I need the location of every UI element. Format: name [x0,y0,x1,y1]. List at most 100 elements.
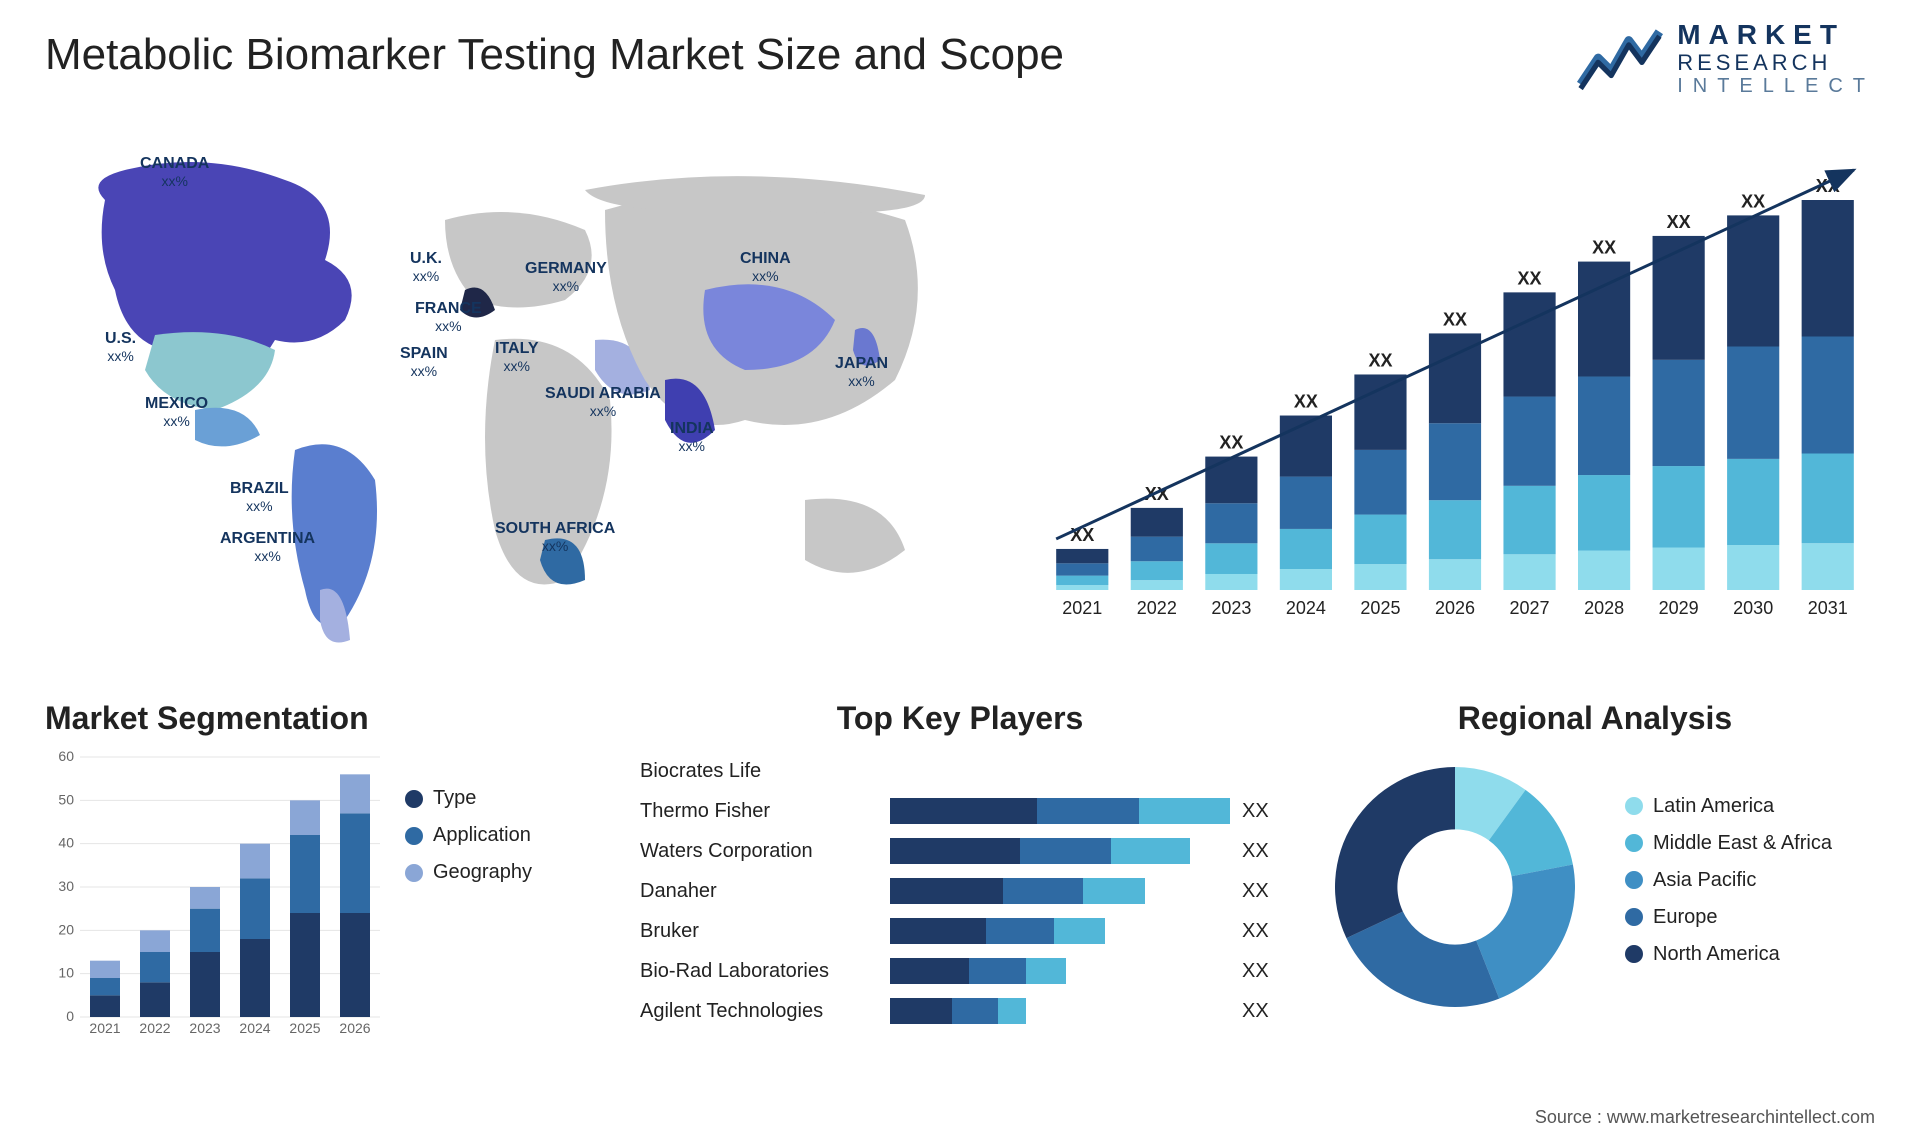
growth-bar-seg [1503,292,1555,396]
seg-bar-seg [90,961,120,978]
growth-bar-label: XX [1219,433,1243,453]
player-bar [890,798,1230,824]
player-row: Agilent TechnologiesXX [640,991,1280,1031]
player-bar-seg [1139,798,1230,824]
growth-bar-seg [1056,585,1108,590]
growth-bar-seg [1727,347,1779,459]
seg-bar-seg [140,952,170,982]
logo-line3: INTELLECT [1677,75,1875,97]
growth-bar-label: XX [1518,268,1542,288]
legend-label: North America [1653,943,1780,966]
growth-bar-seg [1056,576,1108,585]
growth-bar-seg [1131,537,1183,562]
growth-bar-seg [1280,529,1332,569]
player-bar-seg [890,798,1037,824]
player-bar-seg [890,998,952,1024]
growth-bar-seg [1503,554,1555,590]
growth-bar-seg [1802,200,1854,337]
brand-logo: MARKET RESEARCH INTELLECT [1575,20,1875,97]
player-bar-seg [890,958,969,984]
regional-title: Regional Analysis [1315,700,1875,737]
player-bar-seg [1020,838,1111,864]
growth-bar-seg [1653,360,1705,466]
player-name: Biocrates Life [640,760,890,783]
player-bar-seg [1111,838,1190,864]
growth-bar-seg [1578,475,1630,551]
growth-bar-label: XX [1294,392,1318,412]
seg-bar-seg [140,930,170,952]
growth-x-label: 2028 [1584,598,1624,618]
growth-bar-seg [1429,559,1481,590]
growth-bar-seg [1578,262,1630,377]
seg-bar-seg [240,939,270,1017]
legend-label: Type [433,787,476,810]
donut-slice [1335,767,1455,938]
seg-bar-seg [140,982,170,1017]
player-name: Bruker [640,920,890,943]
player-bar-seg [1083,878,1145,904]
growth-bar-chart: XX2021XX2022XX2023XX2024XX2025XX2026XX20… [1035,160,1875,630]
growth-bar-seg [1727,215,1779,346]
player-bar-seg [890,918,986,944]
growth-x-label: 2030 [1733,598,1773,618]
regional-donut [1315,747,1595,1027]
growth-bar-seg [1131,580,1183,590]
legend-swatch [405,864,423,882]
regional-legend: Latin America Middle East & Africa Asia Pa… [1625,795,1832,980]
segmentation-chart: 0102030405060202120222023202420252026 [45,747,385,1047]
seg-bar-seg [290,835,320,913]
region-legend-item: Latin America [1625,795,1832,818]
growth-bar-seg [1056,549,1108,563]
player-bar-seg [969,958,1026,984]
seg-bar-seg [340,774,370,813]
seg-bar-seg [190,887,220,909]
player-bar-seg [1037,798,1139,824]
seg-legend-item: Application [405,824,532,847]
seg-y-tick: 40 [58,835,74,851]
seg-bar-seg [340,813,370,913]
seg-y-tick: 50 [58,791,74,807]
player-bar [890,918,1230,944]
player-bar-seg [998,998,1026,1024]
growth-bar-seg [1429,500,1481,559]
logo-mark-icon [1575,23,1665,93]
seg-x-label: 2024 [239,1020,270,1036]
seg-y-tick: 30 [58,878,74,894]
seg-y-tick: 10 [58,965,74,981]
seg-y-tick: 20 [58,921,74,937]
player-name: Agilent Technologies [640,1000,890,1023]
seg-bar-seg [240,844,270,879]
seg-legend-item: Type [405,787,532,810]
seg-bar-seg [290,800,320,835]
growth-bar-seg [1503,486,1555,554]
legend-swatch [1625,797,1643,815]
map-label-u-s-: U.S.xx% [105,330,136,364]
growth-x-label: 2025 [1360,598,1400,618]
player-bar-seg [952,998,997,1024]
player-bar-seg [986,918,1054,944]
growth-bar-label: XX [1667,212,1691,232]
legend-swatch [1625,834,1643,852]
growth-bar-seg [1280,569,1332,590]
legend-label: Europe [1653,906,1718,929]
growth-bar-label: XX [1741,191,1765,211]
map-label-china: CHINAxx% [740,250,791,284]
player-row: Waters CorporationXX [640,831,1280,871]
map-label-germany: GERMANYxx% [525,260,607,294]
growth-bar-seg [1653,236,1705,360]
map-label-u-k-: U.K.xx% [410,250,442,284]
key-players-section: Top Key Players Biocrates Life Thermo Fis… [640,700,1280,1060]
growth-bar-seg [1131,508,1183,537]
logo-line1: MARKET [1677,20,1875,51]
map-label-italy: ITALYxx% [495,340,539,374]
region-legend-item: Middle East & Africa [1625,832,1832,855]
key-players-title: Top Key Players [640,700,1280,737]
legend-label: Application [433,824,531,847]
player-bar [890,958,1230,984]
seg-bar-seg [290,913,320,1017]
region-legend-item: Asia Pacific [1625,869,1832,892]
growth-bar-label: XX [1443,309,1467,329]
seg-bar-seg [190,909,220,952]
player-name: Thermo Fisher [640,800,890,823]
player-value: XX [1242,800,1269,823]
